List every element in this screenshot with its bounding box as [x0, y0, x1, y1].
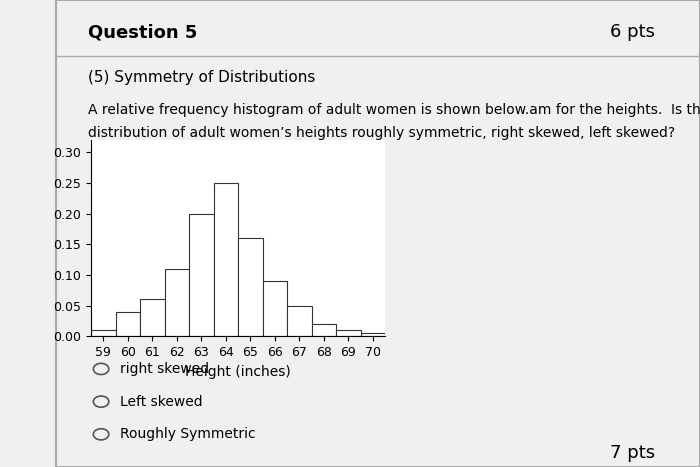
Bar — [336, 330, 360, 336]
Text: Roughly Symmetric: Roughly Symmetric — [120, 427, 256, 441]
Text: 6 pts: 6 pts — [610, 23, 655, 42]
Bar — [360, 333, 385, 336]
Text: right skewed: right skewed — [120, 362, 209, 376]
Text: 7 pts: 7 pts — [610, 444, 655, 462]
Bar — [140, 299, 164, 336]
Bar — [238, 238, 262, 336]
Bar — [214, 183, 238, 336]
Text: distribution of adult women’s heights roughly symmetric, right skewed, left skew: distribution of adult women’s heights ro… — [88, 126, 676, 140]
Text: A relative frequency histogram of adult women is shown below.am for the heights.: A relative frequency histogram of adult … — [88, 103, 700, 117]
Bar — [287, 305, 312, 336]
Bar — [116, 312, 140, 336]
Bar — [262, 281, 287, 336]
X-axis label: Height (inches): Height (inches) — [185, 365, 291, 379]
Text: (5) Symmetry of Distributions: (5) Symmetry of Distributions — [88, 70, 316, 85]
Bar — [91, 330, 116, 336]
Text: Left skewed: Left skewed — [120, 395, 203, 409]
Text: Relative
Frequency: Relative Frequency — [92, 172, 156, 202]
Bar — [164, 269, 189, 336]
Bar — [312, 324, 336, 336]
Text: Question 5: Question 5 — [88, 23, 197, 42]
Bar — [189, 214, 213, 336]
